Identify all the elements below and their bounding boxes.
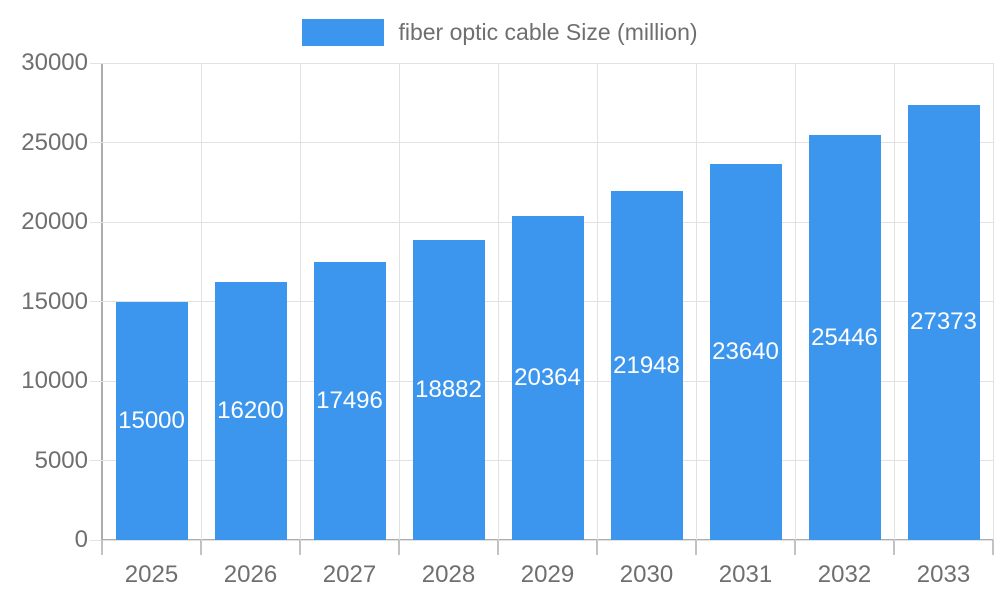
- y-tick-label: 30000: [21, 49, 88, 76]
- x-gridline: [695, 63, 697, 540]
- legend-item[interactable]: fiber optic cable Size (million): [302, 18, 698, 46]
- x-gridline: [497, 63, 499, 540]
- bar-value-label: 23640: [712, 338, 779, 366]
- bar-2033[interactable]: 27373: [907, 104, 980, 540]
- x-tick-label: 2029: [520, 561, 575, 588]
- x-tick-label: 2026: [223, 561, 278, 588]
- bar-2031[interactable]: 23640: [709, 164, 782, 540]
- x-gridline: [596, 63, 598, 540]
- bar-value-label: 27373: [910, 308, 977, 336]
- x-tick-mark: [101, 540, 103, 555]
- y-gridline: [90, 62, 993, 64]
- y-tick-label: 0: [74, 526, 88, 553]
- bar-value-label: 18882: [415, 375, 482, 403]
- x-gridline: [200, 63, 202, 540]
- bar-value-label: 25446: [811, 323, 878, 351]
- x-tick-mark: [497, 540, 499, 555]
- x-axis-labels: 2025 2026 2027 2028 2029 2030 2031 2032 2033: [102, 561, 993, 592]
- legend-label: fiber optic cable Size (million): [398, 18, 698, 45]
- bar-value-label: 20364: [514, 364, 581, 392]
- x-tick-label: 2025: [124, 561, 179, 588]
- x-tick-label: 2027: [322, 561, 377, 588]
- bar-value-label: 15000: [118, 406, 185, 434]
- legend: fiber optic cable Size (million): [0, 17, 1000, 47]
- x-tick-mark: [992, 540, 994, 555]
- x-tick-mark: [695, 540, 697, 555]
- bar-2027[interactable]: 17496: [313, 261, 386, 540]
- legend-swatch-icon: [302, 18, 385, 46]
- y-gridline: [90, 142, 993, 143]
- y-tick-label: 5000: [34, 446, 88, 474]
- y-axis-labels: 0 5000 10000 15000 20000 25000 30000: [0, 51, 88, 552]
- plot-area: 15000 16200 17496 18882 20364 21948 23640 25446…: [90, 62, 994, 555]
- y-tick-label: 15000: [21, 287, 88, 315]
- bar-2026[interactable]: 16200: [214, 282, 287, 540]
- x-tick-label: 2030: [619, 561, 674, 588]
- y-tick-label: 20000: [21, 208, 88, 235]
- x-gridline: [992, 63, 994, 540]
- x-gridline: [794, 63, 796, 540]
- bar-2028[interactable]: 18882: [412, 239, 485, 540]
- y-tick-label: 25000: [21, 128, 88, 156]
- x-gridline: [299, 63, 301, 540]
- y-gridline: [90, 539, 993, 541]
- x-tick-label: 2032: [817, 561, 872, 588]
- bar-value-label: 17496: [316, 386, 383, 414]
- x-tick-mark: [893, 540, 895, 555]
- x-tick-mark: [596, 540, 598, 555]
- x-tick-label: 2033: [916, 561, 971, 588]
- y-tick-label: 10000: [21, 367, 88, 394]
- x-tick-label: 2031: [718, 561, 773, 588]
- bar-value-label: 21948: [613, 351, 680, 379]
- x-tick-mark: [299, 540, 301, 555]
- x-gridline: [398, 63, 400, 540]
- x-tick-mark: [398, 540, 400, 555]
- bar-2025[interactable]: 15000: [115, 301, 188, 540]
- bar-2029[interactable]: 20364: [511, 216, 584, 540]
- x-tick-mark: [200, 540, 202, 555]
- x-tick-mark: [794, 540, 796, 555]
- bar-value-label: 16200: [217, 397, 284, 425]
- x-tick-label: 2028: [421, 561, 476, 588]
- x-gridline: [893, 63, 895, 540]
- bar-2032[interactable]: 25446: [808, 135, 881, 540]
- bar-2030[interactable]: 21948: [610, 191, 683, 540]
